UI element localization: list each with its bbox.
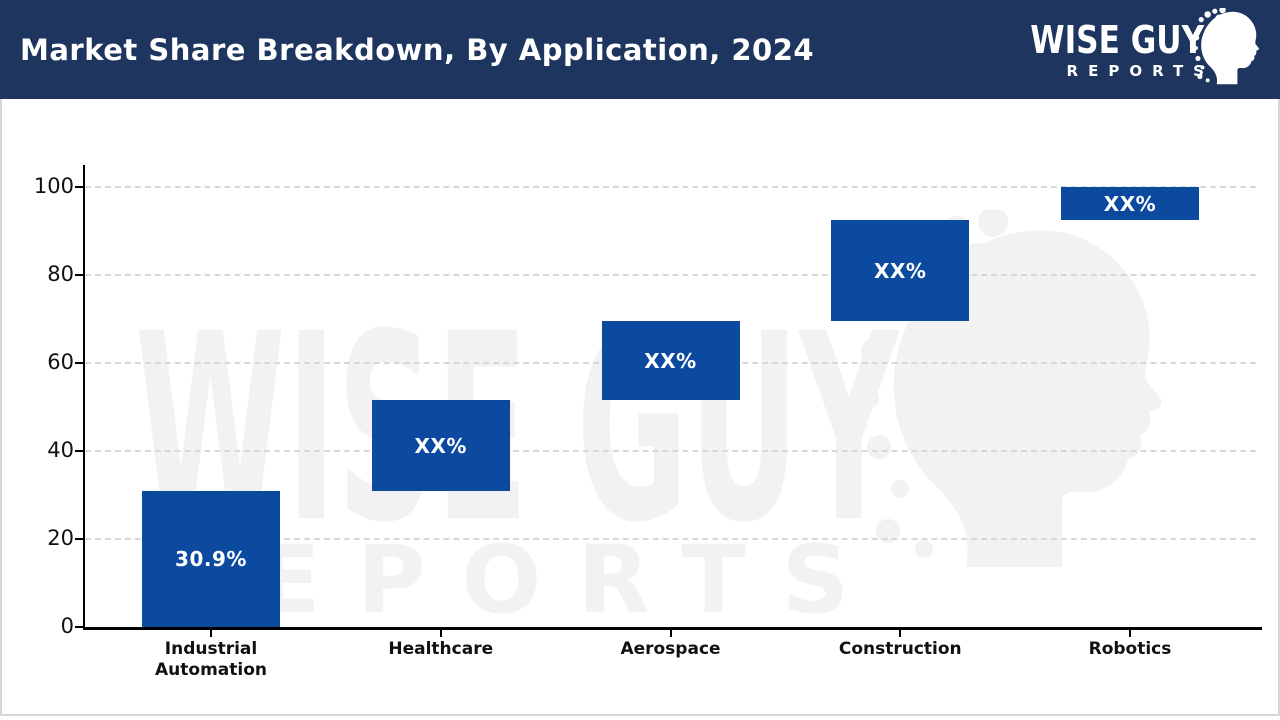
bar-industrial-automation: 30.9% <box>142 491 280 627</box>
x-tick-robotics <box>1129 628 1131 637</box>
bar-value-label-industrial-automation: 30.9% <box>175 547 247 571</box>
gridline-40 <box>85 450 1256 452</box>
y-tick-label-80: 80 <box>47 262 74 286</box>
y-tick-60 <box>75 362 84 364</box>
bar-value-label-healthcare: XX% <box>414 433 467 458</box>
y-tick-label-60: 60 <box>47 350 74 374</box>
gridline-80 <box>85 274 1256 276</box>
bar-value-label-aerospace: XX% <box>644 348 697 373</box>
y-tick-100 <box>75 186 84 188</box>
x-tick-industrial-automation <box>210 628 212 637</box>
bar-healthcare: XX% <box>371 400 510 492</box>
bar-aerospace: XX% <box>601 321 740 401</box>
x-category-label-aerospace: Aerospace <box>620 639 721 659</box>
bar-construction: XX% <box>831 220 970 322</box>
bar-robotics: XX% <box>1061 187 1199 220</box>
chart-title: Market Share Breakdown, By Application, … <box>20 32 815 67</box>
y-tick-label-0: 0 <box>60 614 74 638</box>
logo-wiseguy-label: WISE GUY <box>1030 18 1204 62</box>
x-category-label-healthcare: Healthcare <box>388 639 494 659</box>
x-tick-construction <box>899 628 902 637</box>
x-category-label-industrial-automation: Industrial Automation <box>155 639 267 681</box>
logo-reports-label: REPORTS <box>1066 62 1214 80</box>
wiseguy-logo: WISE GUY REPORTS <box>992 8 1268 92</box>
x-category-label-robotics: Robotics <box>1088 639 1172 659</box>
x-tick-healthcare <box>439 628 442 637</box>
y-tick-label-100: 100 <box>33 174 74 198</box>
y-tick-label-20: 20 <box>47 526 74 550</box>
y-tick-80 <box>75 274 84 276</box>
bar-value-label-robotics: XX% <box>1103 191 1157 216</box>
y-tick-label-40: 40 <box>47 438 74 462</box>
y-tick-0 <box>75 626 84 628</box>
header-banner: Market Share Breakdown, By Application, … <box>0 0 1280 99</box>
y-tick-40 <box>75 450 84 452</box>
x-axis <box>83 627 1262 630</box>
y-axis <box>83 165 85 629</box>
x-category-label-construction: Construction <box>838 639 962 659</box>
y-tick-20 <box>75 538 84 540</box>
bar-value-label-construction: XX% <box>874 258 927 283</box>
gridline-20 <box>85 538 1256 540</box>
gridline-100 <box>85 186 1256 188</box>
x-tick-aerospace <box>669 628 672 637</box>
logo-text: WISE GUY REPORTS <box>992 21 1204 79</box>
